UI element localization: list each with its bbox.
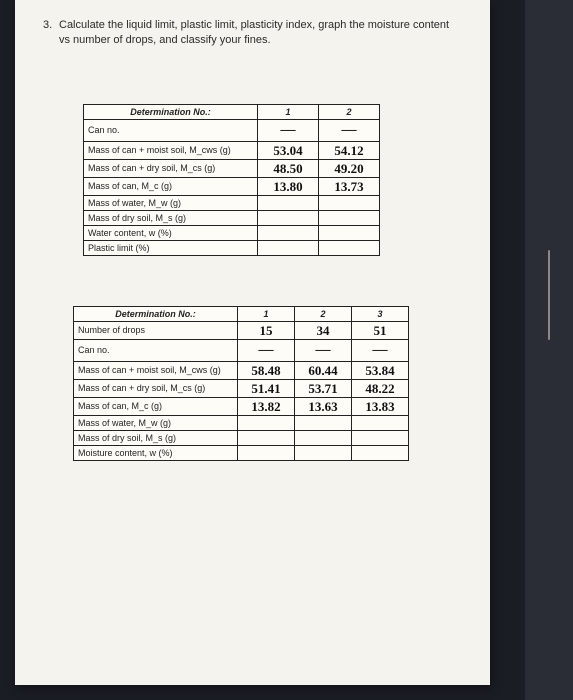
row-label: Mass of can, M_c (g) bbox=[74, 397, 238, 415]
cell: — bbox=[352, 339, 409, 361]
table-row: Mass of dry soil, M_s (g) bbox=[74, 430, 409, 445]
cell bbox=[258, 240, 319, 255]
row-label: Moisture content, w (%) bbox=[74, 445, 238, 460]
row-label: Mass of can + dry soil, M_cs (g) bbox=[84, 159, 258, 177]
col-header: 1 bbox=[258, 104, 319, 119]
cell: 13.73 bbox=[319, 177, 380, 195]
viewer-sidebar bbox=[525, 0, 573, 700]
table-row: Mass of dry soil, M_s (g) bbox=[84, 210, 380, 225]
cell: 48.50 bbox=[258, 159, 319, 177]
cell: 13.83 bbox=[352, 397, 409, 415]
cell: 53.71 bbox=[295, 379, 352, 397]
cell: 51.41 bbox=[238, 379, 295, 397]
row-label: Water content, w (%) bbox=[84, 225, 258, 240]
table-row: Mass of can + moist soil, M_cws (g) 58.4… bbox=[74, 361, 409, 379]
cell bbox=[258, 195, 319, 210]
cell bbox=[319, 240, 380, 255]
det-no-label: Determination No.: bbox=[74, 306, 238, 321]
table-header-row: Determination No.: 1 2 bbox=[84, 104, 380, 119]
cell: 48.22 bbox=[352, 379, 409, 397]
plastic-limit-table: Determination No.: 1 2 Can no. — — Mass … bbox=[83, 104, 380, 256]
col-header: 2 bbox=[319, 104, 380, 119]
table-row: Moisture content, w (%) bbox=[74, 445, 409, 460]
table-row: Can no. — — bbox=[84, 119, 380, 141]
cell: 60.44 bbox=[295, 361, 352, 379]
liquid-limit-table: Determination No.: 1 2 3 Number of drops… bbox=[73, 306, 409, 461]
col-header: 3 bbox=[352, 306, 409, 321]
cell bbox=[352, 415, 409, 430]
cell: 49.20 bbox=[319, 159, 380, 177]
row-label: Number of drops bbox=[74, 321, 238, 339]
cell bbox=[258, 210, 319, 225]
det-no-label: Determination No.: bbox=[84, 104, 258, 119]
cell: 15 bbox=[238, 321, 295, 339]
cell bbox=[238, 445, 295, 460]
cell: 51 bbox=[352, 321, 409, 339]
row-label: Mass of can + dry soil, M_cs (g) bbox=[74, 379, 238, 397]
col-header: 1 bbox=[238, 306, 295, 321]
row-label: Mass of water, M_w (g) bbox=[84, 195, 258, 210]
cell: 13.82 bbox=[238, 397, 295, 415]
cell bbox=[258, 225, 319, 240]
row-label: Mass of can, M_c (g) bbox=[84, 177, 258, 195]
cell: 53.84 bbox=[352, 361, 409, 379]
cell bbox=[295, 415, 352, 430]
cell bbox=[352, 430, 409, 445]
table-header-row: Determination No.: 1 2 3 bbox=[74, 306, 409, 321]
table-row: Mass of can + moist soil, M_cws (g) 53.0… bbox=[84, 141, 380, 159]
row-label: Mass of dry soil, M_s (g) bbox=[84, 210, 258, 225]
table-row: Can no. — — — bbox=[74, 339, 409, 361]
cell bbox=[319, 195, 380, 210]
row-label: Mass of can + moist soil, M_cws (g) bbox=[84, 141, 258, 159]
cell bbox=[319, 210, 380, 225]
document-page: 3. Calculate the liquid limit, plastic l… bbox=[15, 0, 490, 685]
cell bbox=[319, 225, 380, 240]
cell: 13.63 bbox=[295, 397, 352, 415]
table-row: Mass of water, M_w (g) bbox=[84, 195, 380, 210]
question-number: 3. bbox=[43, 18, 52, 33]
table-row: Number of drops 15 34 51 bbox=[74, 321, 409, 339]
cell bbox=[238, 415, 295, 430]
cell bbox=[238, 430, 295, 445]
cell: — bbox=[258, 119, 319, 141]
table-row: Mass of can + dry soil, M_cs (g) 48.50 4… bbox=[84, 159, 380, 177]
cell: 58.48 bbox=[238, 361, 295, 379]
row-label: Mass of dry soil, M_s (g) bbox=[74, 430, 238, 445]
scrollbar-thumb[interactable] bbox=[548, 250, 550, 340]
table-row: Water content, w (%) bbox=[84, 225, 380, 240]
cell bbox=[295, 445, 352, 460]
question-text: 3. Calculate the liquid limit, plastic l… bbox=[43, 18, 462, 49]
row-label: Plastic limit (%) bbox=[84, 240, 258, 255]
cell: 54.12 bbox=[319, 141, 380, 159]
table-row: Mass of can, M_c (g) 13.80 13.73 bbox=[84, 177, 380, 195]
cell: — bbox=[295, 339, 352, 361]
table-row: Plastic limit (%) bbox=[84, 240, 380, 255]
cell bbox=[352, 445, 409, 460]
table-row: Mass of water, M_w (g) bbox=[74, 415, 409, 430]
cell: 53.04 bbox=[258, 141, 319, 159]
cell bbox=[295, 430, 352, 445]
row-label: Can no. bbox=[84, 119, 258, 141]
row-label: Mass of can + moist soil, M_cws (g) bbox=[74, 361, 238, 379]
question-body: Calculate the liquid limit, plastic limi… bbox=[59, 19, 449, 46]
table-row: Mass of can, M_c (g) 13.82 13.63 13.83 bbox=[74, 397, 409, 415]
cell: 34 bbox=[295, 321, 352, 339]
row-label: Can no. bbox=[74, 339, 238, 361]
cell: — bbox=[238, 339, 295, 361]
row-label: Mass of water, M_w (g) bbox=[74, 415, 238, 430]
col-header: 2 bbox=[295, 306, 352, 321]
cell: 13.80 bbox=[258, 177, 319, 195]
cell: — bbox=[319, 119, 380, 141]
table-row: Mass of can + dry soil, M_cs (g) 51.41 5… bbox=[74, 379, 409, 397]
